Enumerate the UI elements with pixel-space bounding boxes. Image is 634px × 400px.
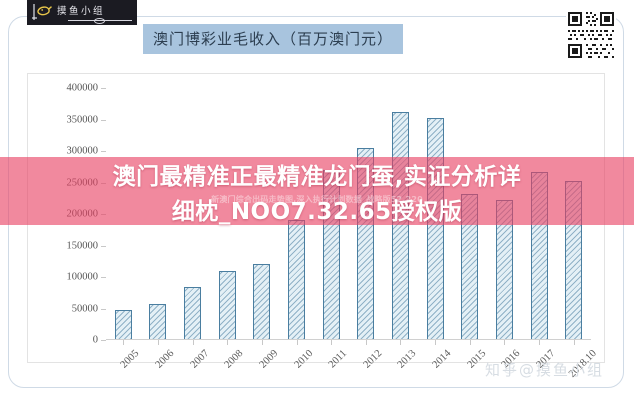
- x-axis-tick-mark: [469, 340, 471, 345]
- y-axis-tick-mark: [101, 88, 106, 89]
- bar-slot: 2010: [279, 88, 315, 371]
- watermark-fish-icon: [503, 364, 516, 377]
- x-axis-tick-mark: [227, 340, 229, 345]
- bar[interactable]: [184, 287, 202, 340]
- x-axis-tick-mark: [331, 340, 333, 345]
- x-axis-tick-mark: [365, 340, 367, 345]
- bar[interactable]: [149, 304, 167, 340]
- bar-slot: 2005: [106, 88, 142, 371]
- bar-slot: 2016: [487, 88, 523, 371]
- x-axis-tick-mark: [157, 340, 159, 345]
- overlay-headline-line1: 澳门最精准正最精准龙门蚕,实证分析详: [112, 164, 522, 190]
- bar[interactable]: [218, 270, 236, 340]
- bar-slot: 2015: [452, 88, 488, 371]
- bar[interactable]: [288, 220, 306, 340]
- y-axis-tick-label: 400000: [66, 82, 99, 94]
- bar[interactable]: [495, 199, 513, 340]
- overlay-subtext: 新澳门综合出码走势图,深入执行计划数据_战略版52.220: [211, 195, 423, 204]
- bar[interactable]: [114, 310, 132, 340]
- x-axis-tick-mark: [435, 340, 437, 345]
- bar[interactable]: [253, 264, 271, 340]
- x-axis-tick-mark: [261, 340, 263, 345]
- y-axis-tick-label: 100000: [66, 271, 99, 283]
- x-axis-tick-mark: [400, 340, 402, 345]
- y-axis-tick-mark: [101, 308, 106, 310]
- y-axis-tick-mark: [101, 119, 106, 121]
- brand-logo-badge: 摸鱼小组: [27, 0, 137, 25]
- bar[interactable]: [461, 193, 479, 340]
- y-axis-tick-label: 0: [92, 334, 98, 346]
- bar-slot: 2009: [245, 88, 280, 371]
- x-axis-tick-mark: [539, 340, 540, 345]
- y-axis-tick-label: 150000: [66, 240, 99, 251]
- x-axis-tick-mark: [504, 340, 506, 345]
- y-axis-tick-mark: [101, 151, 106, 152]
- x-axis-tick-mark: [123, 340, 125, 345]
- x-axis-tick-mark: [296, 340, 298, 345]
- y-axis-tick-label: 50000: [71, 303, 98, 314]
- x-axis-tick-mark: [573, 340, 575, 345]
- x-axis-line: [106, 339, 591, 340]
- moyu-fish-icon: [31, 2, 53, 23]
- y-axis-tick-mark: [101, 277, 106, 278]
- y-axis-tick-mark: [101, 340, 106, 341]
- brand-logo-text: 摸鱼小组: [57, 5, 106, 17]
- bar-slot: 2008: [210, 88, 246, 371]
- y-axis-tick-label: 350000: [66, 114, 99, 125]
- y-axis-tick-label: 300000: [66, 145, 99, 157]
- x-axis-tick-mark: [192, 340, 194, 345]
- chart-title: 澳门博彩业毛收入（百万澳门元）: [143, 24, 404, 54]
- y-axis-tick-mark: [101, 245, 106, 247]
- bar-slot: 2006: [141, 88, 176, 371]
- logo-divider: [68, 18, 132, 24]
- corner-watermark: 知乎@摸鱼小组: [484, 361, 604, 379]
- qr-code[interactable]: [566, 10, 616, 60]
